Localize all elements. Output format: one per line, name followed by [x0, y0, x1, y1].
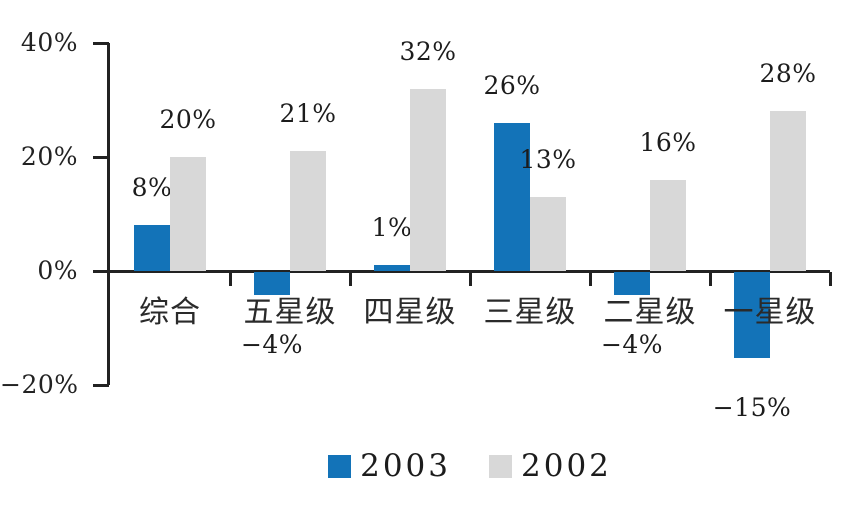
- y-tick-label: −20%: [0, 370, 79, 399]
- value-label-2002-四星级: 32%: [399, 36, 457, 66]
- value-label-2003-二星级: −4%: [600, 329, 664, 359]
- legend-swatch-2003: [328, 454, 352, 478]
- y-axis-line: [107, 43, 110, 385]
- legend-item-2002: 2002: [489, 450, 612, 482]
- y-tick: [93, 156, 109, 159]
- y-tick: [93, 270, 109, 273]
- legend: 2003 2002: [110, 450, 830, 482]
- bar-2003-五星级: [254, 272, 290, 295]
- y-tick-label: 40%: [20, 28, 78, 57]
- value-label-2002-二星级: 16%: [639, 127, 697, 157]
- x-axis-line: [107, 270, 830, 273]
- x-tick: [829, 272, 832, 286]
- y-tick: [93, 42, 109, 45]
- value-label-2003-一星级: −15%: [712, 392, 792, 422]
- category-label-二星级: 二星级: [603, 295, 697, 330]
- value-label-2002-五星级: 21%: [279, 99, 337, 129]
- y-tick-label: 20%: [20, 142, 78, 171]
- category-label-一星级: 一星级: [723, 295, 817, 330]
- x-tick: [469, 272, 472, 286]
- y-tick: [93, 384, 109, 387]
- bar-2002-一星级: [770, 111, 806, 271]
- x-tick: [229, 272, 232, 286]
- bar-2002-二星级: [650, 179, 686, 271]
- value-label-2002-一星级: 28%: [759, 59, 817, 89]
- legend-item-2003: 2003: [328, 450, 451, 482]
- bar-2003-二星级: [614, 272, 650, 295]
- legend-label-2002: 2002: [521, 448, 612, 484]
- x-tick: [349, 272, 352, 286]
- bar-2003-三星级: [494, 122, 530, 271]
- bar-2002-三星级: [530, 196, 566, 271]
- bar-2002-综合: [170, 157, 206, 271]
- category-label-综合: 综合: [139, 295, 201, 330]
- value-label-2003-综合: 8%: [131, 173, 173, 203]
- category-label-四星级: 四星级: [363, 295, 457, 330]
- bar-2002-四星级: [410, 88, 446, 271]
- x-tick: [709, 272, 712, 286]
- bar-2002-五星级: [290, 151, 326, 271]
- bar-2003-四星级: [374, 265, 410, 271]
- category-label-三星级: 三星级: [483, 295, 577, 330]
- x-tick: [589, 272, 592, 286]
- value-label-2003-三星级: 26%: [483, 70, 541, 100]
- value-label-2002-三星级: 13%: [519, 144, 577, 174]
- bar-2003-一星级: [734, 272, 770, 358]
- value-label-2002-综合: 20%: [159, 105, 217, 134]
- bar-2003-综合: [134, 225, 170, 271]
- y-tick-label: 0%: [37, 256, 78, 285]
- value-label-2003-五星级: −4%: [240, 329, 304, 359]
- category-label-五星级: 五星级: [243, 295, 337, 330]
- legend-swatch-2002: [489, 454, 512, 478]
- legend-label-2003: 2003: [360, 448, 451, 484]
- value-label-2003-四星级: 1%: [371, 213, 413, 243]
